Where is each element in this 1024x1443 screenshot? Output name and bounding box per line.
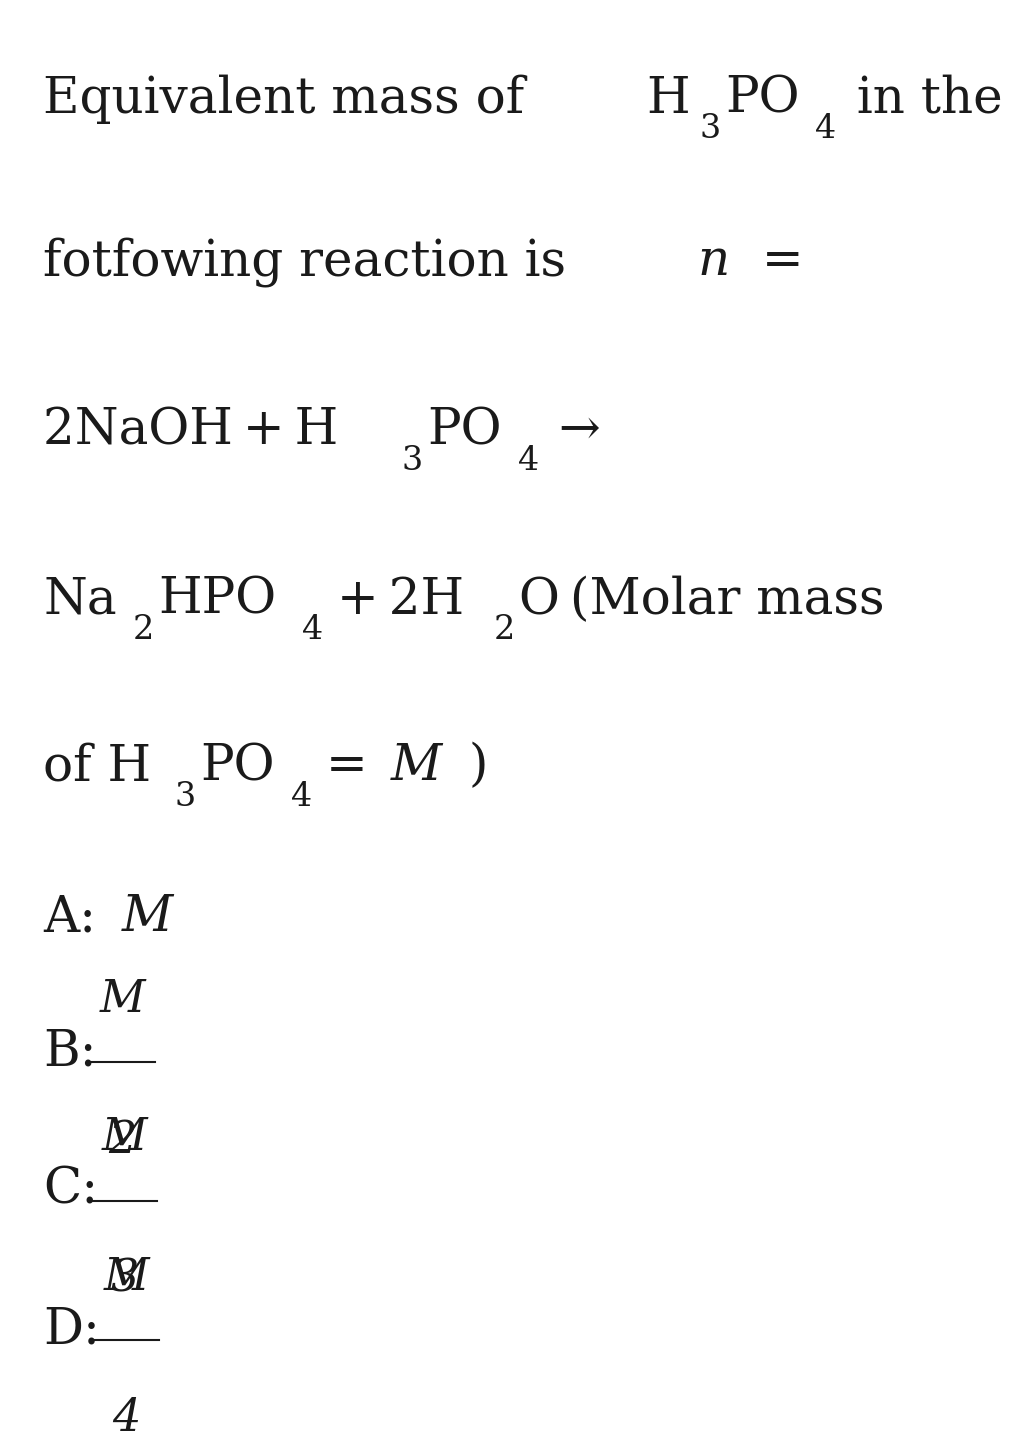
Text: O (Molar mass: O (Molar mass [519,576,885,625]
Text: PO: PO [725,75,800,124]
Text: D:: D: [43,1304,100,1354]
Text: 3: 3 [401,444,423,476]
Text: M: M [122,893,173,942]
Text: PO: PO [427,405,502,456]
Text: + 2H: + 2H [328,576,465,625]
Text: M: M [101,1115,147,1159]
Text: fotfowing reaction is: fotfowing reaction is [43,237,583,287]
Text: 3: 3 [174,781,196,812]
Text: 3: 3 [111,1257,139,1300]
Text: Na: Na [43,576,117,625]
Text: 4: 4 [517,444,539,476]
Text: PO: PO [201,742,274,791]
Text: of H: of H [43,742,152,791]
Text: →: → [543,405,601,456]
Text: =: = [316,742,378,791]
Text: 3: 3 [699,113,721,146]
Text: in the: in the [841,75,1002,124]
Text: HPO: HPO [159,576,276,625]
Text: 4: 4 [291,781,311,812]
Text: M: M [99,977,145,1020]
Text: 2: 2 [133,615,154,646]
Text: n: n [697,237,729,286]
Text: C:: C: [43,1165,98,1215]
Text: B:: B: [43,1027,97,1076]
Text: ): ) [454,742,488,791]
Text: 4: 4 [113,1397,141,1440]
Text: M: M [391,742,442,791]
Text: Equivalent mass of: Equivalent mass of [43,75,541,124]
Text: 4: 4 [302,615,323,646]
Text: A:: A: [43,893,96,942]
Text: 2: 2 [109,1118,137,1162]
Text: H: H [646,75,690,124]
Text: 2NaOH + H: 2NaOH + H [43,405,339,456]
Text: 2: 2 [494,615,515,646]
Text: M: M [103,1255,150,1299]
Text: =: = [736,237,804,286]
Text: 4: 4 [815,113,837,146]
